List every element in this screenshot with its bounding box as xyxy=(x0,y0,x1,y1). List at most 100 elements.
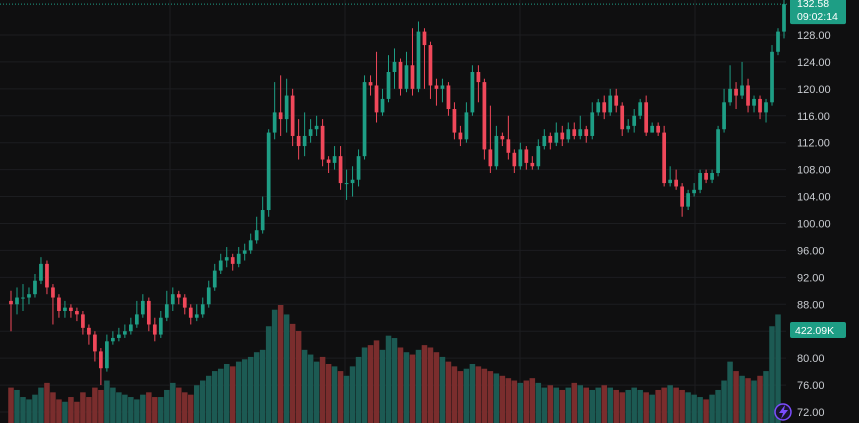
volume-bar xyxy=(211,371,218,423)
candle-body xyxy=(614,95,619,106)
candle-body xyxy=(75,311,79,315)
candle-body xyxy=(290,95,295,136)
lightning-icon[interactable] xyxy=(774,403,792,421)
volume-bar xyxy=(164,389,170,423)
candle-body xyxy=(398,61,403,89)
candle-body xyxy=(368,82,373,86)
price-tick-label: 116.00 xyxy=(797,111,830,123)
candle-body xyxy=(63,307,67,312)
candle-body xyxy=(128,324,133,332)
bar-countdown: 09:02:14 xyxy=(797,11,838,23)
candle-body xyxy=(51,287,55,298)
volume-bar xyxy=(98,389,104,423)
candle-body xyxy=(446,85,451,110)
volume-bar xyxy=(487,371,494,423)
volume-bar xyxy=(655,389,661,423)
volume-bar xyxy=(259,349,266,423)
volume-bar xyxy=(403,352,410,423)
volume-bar xyxy=(691,394,697,423)
volume-bar xyxy=(307,354,314,423)
volume-bar xyxy=(529,378,536,423)
volume-bar xyxy=(541,387,548,423)
candle-body xyxy=(650,125,655,133)
volume-bar xyxy=(44,382,50,423)
candle-body xyxy=(434,85,439,89)
volume-bar xyxy=(739,375,745,423)
price-tick-label: 112.00 xyxy=(797,138,830,150)
candle-body xyxy=(254,230,259,241)
candle-body xyxy=(662,132,667,184)
volume-bar xyxy=(8,387,14,423)
candle-body xyxy=(69,307,73,312)
candle-body xyxy=(380,98,385,113)
volume-bar xyxy=(481,368,488,423)
candle-body xyxy=(572,129,577,136)
volume-bar xyxy=(745,378,751,423)
volume-bar xyxy=(625,389,631,423)
candle-body xyxy=(590,112,595,136)
volume-bar xyxy=(499,375,506,423)
candle-body xyxy=(536,146,541,167)
volume-bar xyxy=(92,387,98,423)
volume-bar xyxy=(439,356,446,423)
candle-body xyxy=(770,51,774,103)
candle-body xyxy=(356,156,361,180)
candle-body xyxy=(626,125,631,130)
price-tick-label: 72.00 xyxy=(797,407,825,419)
volume-bar xyxy=(319,356,326,423)
volume-bar xyxy=(241,359,248,423)
volume-bar xyxy=(715,389,721,423)
price-tick-label: 128.00 xyxy=(797,30,831,42)
volume-bar xyxy=(32,394,38,423)
candle-body xyxy=(218,260,223,271)
volume-value: 422.09K xyxy=(795,325,834,337)
volume-bar xyxy=(68,397,74,423)
candle-body xyxy=(584,129,589,136)
candle-body xyxy=(278,112,283,120)
price-axis[interactable]: 128.00 124.00 120.00 116.00 112.00 108.00 104.… xyxy=(797,30,831,419)
price-tick-label: 108.00 xyxy=(797,165,831,177)
volume-bar xyxy=(229,366,236,423)
candle-body xyxy=(122,331,127,335)
volume-bar xyxy=(80,392,86,423)
volume-bar xyxy=(56,399,62,423)
last-price-tag: 132.58 09:02:14 xyxy=(790,0,846,25)
lightning-icon-bolt xyxy=(779,405,788,419)
candle-body xyxy=(111,337,115,342)
candle-body xyxy=(272,112,277,133)
volume-tag: 422.09K xyxy=(790,322,846,338)
volume-bar xyxy=(571,382,578,423)
candle-body xyxy=(404,65,409,89)
candle-body xyxy=(374,85,379,113)
volume-bar xyxy=(517,382,524,423)
volume-bar xyxy=(152,397,158,423)
candle-body xyxy=(776,31,780,52)
volume-bar xyxy=(583,387,590,423)
candle-body xyxy=(99,351,103,369)
candle-body xyxy=(308,129,313,136)
candle-body xyxy=(464,112,469,140)
candle-body xyxy=(740,85,744,96)
candle-body xyxy=(117,334,121,338)
volume-bar xyxy=(673,387,679,423)
volume-bar xyxy=(170,382,176,423)
candle-body xyxy=(212,270,217,288)
volume-bar xyxy=(283,314,290,423)
volume-bar xyxy=(271,309,278,423)
candle-body xyxy=(410,65,415,89)
candle-body xyxy=(33,280,37,295)
volume-bar xyxy=(205,375,212,423)
candle-body xyxy=(734,88,738,96)
candle-body xyxy=(266,132,271,211)
candle-body xyxy=(350,179,355,184)
candle-body xyxy=(566,129,571,140)
volume-bar xyxy=(397,347,404,423)
volume-bar xyxy=(265,326,272,423)
volume-bar xyxy=(277,305,284,423)
price-tick-label: 96.00 xyxy=(797,245,825,257)
candle-body xyxy=(764,102,768,113)
volume-bar xyxy=(74,401,80,423)
candle-body xyxy=(230,257,235,264)
candle-body xyxy=(296,135,301,147)
